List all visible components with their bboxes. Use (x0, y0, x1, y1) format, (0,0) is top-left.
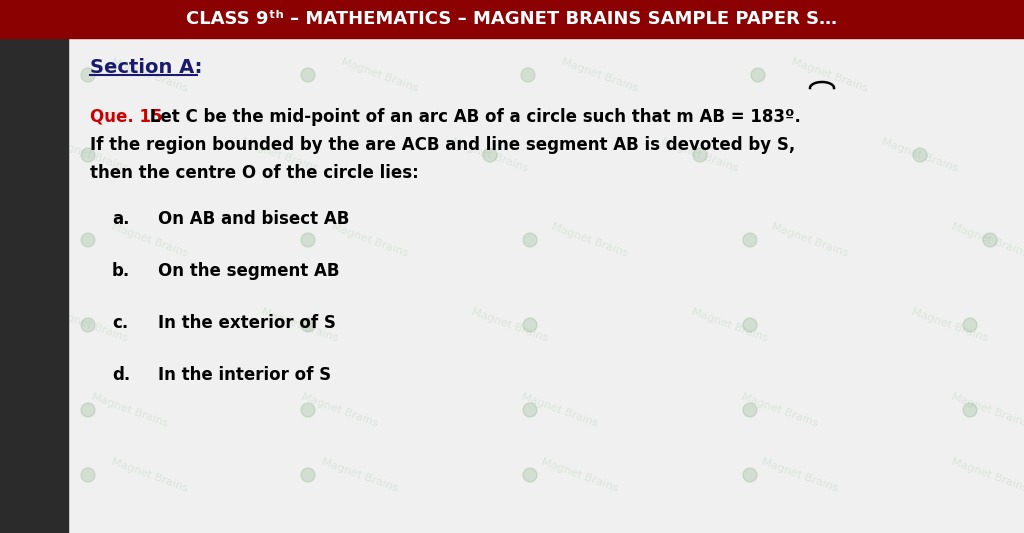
Text: Magnet Brains: Magnet Brains (260, 306, 340, 343)
Circle shape (743, 233, 757, 247)
Circle shape (301, 233, 315, 247)
Text: Magnet Brains: Magnet Brains (950, 456, 1024, 494)
Circle shape (983, 233, 997, 247)
Text: In the interior of S: In the interior of S (158, 366, 331, 384)
Bar (0, 0, 1024, 38)
Text: then the centre O of the circle lies:: then the centre O of the circle lies: (90, 164, 419, 182)
Text: On the segment AB: On the segment AB (158, 262, 340, 280)
Circle shape (81, 68, 95, 82)
Text: Magnet Brains: Magnet Brains (950, 222, 1024, 259)
Circle shape (743, 403, 757, 417)
Text: Magnet Brains: Magnet Brains (340, 56, 420, 93)
Text: Magnet Brains: Magnet Brains (331, 222, 410, 259)
Circle shape (693, 148, 707, 162)
Text: Magnet Brains: Magnet Brains (791, 56, 869, 93)
Bar (0, 38, 68, 533)
Circle shape (521, 68, 535, 82)
Text: c.: c. (112, 314, 128, 332)
Text: Magnet Brains: Magnet Brains (50, 136, 130, 173)
Text: Que. 15: Que. 15 (90, 108, 163, 126)
Text: Magnet Brains: Magnet Brains (90, 392, 170, 429)
Circle shape (483, 148, 497, 162)
Circle shape (523, 318, 537, 332)
Circle shape (523, 233, 537, 247)
Text: Magnet Brains: Magnet Brains (881, 136, 959, 173)
Circle shape (81, 233, 95, 247)
Text: CLASS 9ᵗʰ – MATHEMATICS – MAGNET BRAINS SAMPLE PAPER S…: CLASS 9ᵗʰ – MATHEMATICS – MAGNET BRAINS … (186, 10, 838, 28)
Circle shape (301, 468, 315, 482)
Text: Magnet Brains: Magnet Brains (520, 392, 600, 429)
Text: a.: a. (112, 210, 129, 228)
Circle shape (743, 318, 757, 332)
Text: Magnet Brains: Magnet Brains (241, 136, 319, 173)
Text: Section A:: Section A: (90, 58, 203, 77)
Circle shape (963, 318, 977, 332)
Text: Magnet Brains: Magnet Brains (111, 56, 189, 93)
Circle shape (743, 468, 757, 482)
Text: Magnet Brains: Magnet Brains (551, 222, 630, 259)
Text: Magnet Brains: Magnet Brains (660, 136, 739, 173)
Text: In the exterior of S: In the exterior of S (158, 314, 336, 332)
Text: Magnet Brains: Magnet Brains (50, 306, 130, 343)
Text: Magnet Brains: Magnet Brains (470, 306, 550, 343)
Text: On AB and bisect AB: On AB and bisect AB (158, 210, 349, 228)
Text: If the region bounded by the are ACB and line segment AB is devoted by S,: If the region bounded by the are ACB and… (90, 136, 796, 154)
Circle shape (523, 403, 537, 417)
Circle shape (301, 68, 315, 82)
Text: Magnet Brains: Magnet Brains (761, 456, 840, 494)
Circle shape (81, 403, 95, 417)
Text: Magnet Brains: Magnet Brains (950, 392, 1024, 429)
Text: b.: b. (112, 262, 130, 280)
Circle shape (751, 68, 765, 82)
Text: d.: d. (112, 366, 130, 384)
Circle shape (81, 148, 95, 162)
Circle shape (301, 403, 315, 417)
Circle shape (963, 403, 977, 417)
Text: Magnet Brains: Magnet Brains (740, 392, 819, 429)
Text: Magnet Brains: Magnet Brains (111, 456, 189, 494)
Text: Magnet Brains: Magnet Brains (560, 56, 640, 93)
Text: Magnet Brains: Magnet Brains (111, 222, 189, 259)
Text: Magnet Brains: Magnet Brains (690, 306, 770, 343)
Circle shape (523, 468, 537, 482)
Circle shape (81, 318, 95, 332)
Text: Magnet Brains: Magnet Brains (910, 306, 989, 343)
Text: Magnet Brains: Magnet Brains (770, 222, 850, 259)
Text: Magnet Brains: Magnet Brains (321, 456, 399, 494)
Text: Magnet Brains: Magnet Brains (300, 392, 380, 429)
Text: Let C be the mid-point of an arc AB of a circle such that m AB = 183º.: Let C be the mid-point of an arc AB of a… (144, 108, 801, 126)
Text: Magnet Brains: Magnet Brains (541, 456, 620, 494)
Circle shape (81, 468, 95, 482)
Circle shape (913, 148, 927, 162)
Circle shape (301, 318, 315, 332)
Text: Magnet Brains: Magnet Brains (451, 136, 529, 173)
